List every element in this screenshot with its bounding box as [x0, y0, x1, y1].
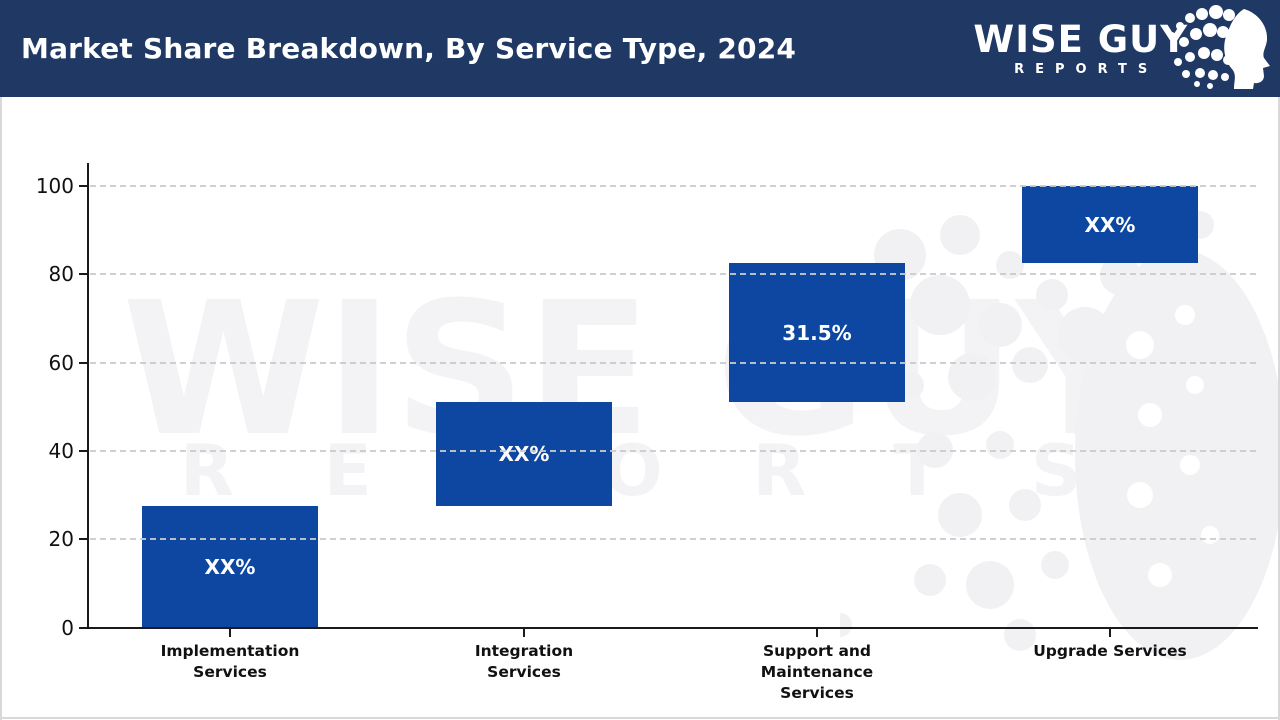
gridline-80: [90, 273, 1256, 276]
y-tick-0: [79, 626, 87, 629]
y-axis-spine: [87, 163, 89, 629]
x-tick: [1109, 629, 1111, 637]
x-category-label-line: Upgrade Services: [1033, 642, 1187, 660]
x-category-label: Support and Maintenance Services: [697, 641, 937, 704]
wiseguy-logo-name: WISE GUY: [973, 17, 1188, 61]
bar-segment: 31.5%: [729, 263, 905, 403]
header-bar: Market Share Breakdown, By Service Type,…: [0, 0, 1280, 97]
y-tick-label-20: 20: [48, 527, 74, 552]
bar-value-label: XX%: [498, 442, 550, 467]
bar-segment: XX%: [142, 506, 318, 628]
gridline-60: [90, 361, 1256, 364]
y-tick-40: [79, 449, 87, 452]
x-category-label: Integration Services: [404, 641, 644, 683]
y-tick-label-100: 100: [35, 174, 74, 198]
canvas-border-bottom: [0, 717, 1280, 719]
wiseguy-head-icon: [1169, 4, 1270, 89]
x-tick: [816, 629, 818, 637]
gridline-100: [90, 185, 1256, 187]
x-category-label: Upgrade Services: [990, 641, 1230, 662]
x-tick: [523, 629, 525, 637]
y-tick-100: [79, 185, 87, 187]
canvas-border-left: [0, 97, 2, 720]
y-tick-80: [79, 273, 87, 276]
x-category-label-line: Services: [780, 684, 854, 702]
wiseguy-logo: WISE GUY REPORTS: [973, 4, 1280, 89]
y-tick-label-0: 0: [61, 615, 74, 640]
wiseguy-logo-text: WISE GUY REPORTS: [973, 21, 1188, 77]
gridline-40: [90, 449, 1256, 452]
x-category-label-line: Services: [487, 663, 561, 681]
y-tick-20: [79, 538, 87, 541]
page-title: Market Share Breakdown, By Service Type,…: [21, 32, 797, 65]
bar-segment: XX%: [436, 402, 612, 507]
bar-segment: XX%: [1022, 186, 1198, 264]
x-axis-spine: [87, 627, 1258, 629]
y-tick-label-60: 60: [48, 350, 74, 375]
y-tick-label-40: 40: [48, 438, 74, 463]
canvas-border-right: [1278, 97, 1280, 720]
x-category-label-line: Support and: [762, 642, 872, 660]
x-category-label-line: Services: [193, 663, 267, 681]
watermark-head-graphic: [840, 211, 1280, 660]
x-category-label-line: Implementation: [160, 642, 300, 660]
x-tick: [229, 629, 231, 637]
y-tick-60: [79, 361, 87, 364]
bar-value-label: 31.5%: [782, 320, 852, 345]
bar-value-label: XX%: [204, 554, 256, 579]
y-tick-label-80: 80: [48, 262, 74, 287]
x-category-label: Implementation Services: [110, 641, 350, 683]
gridline-20: [90, 538, 1256, 541]
x-category-label-line: Integration: [474, 642, 574, 660]
x-category-label-line: Maintenance: [760, 663, 874, 681]
wiseguy-logo-reports: REPORTS: [1014, 61, 1159, 77]
bar-value-label: XX%: [1084, 212, 1136, 237]
